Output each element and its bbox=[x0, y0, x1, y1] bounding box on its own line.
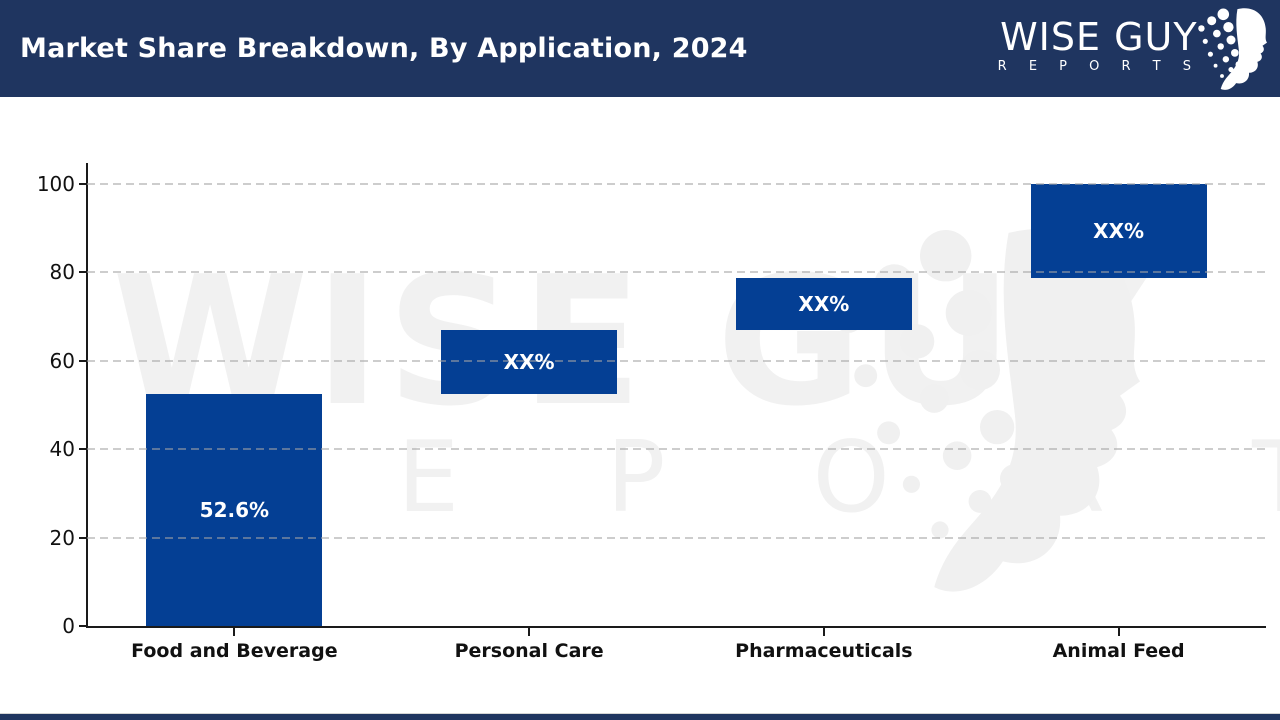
logo-wordmark: WISE GUY bbox=[1000, 15, 1198, 59]
y-axis-tick bbox=[79, 271, 87, 274]
gridline-60 bbox=[87, 359, 1266, 362]
bar-animal-feed bbox=[1030, 184, 1207, 278]
y-axis-tick-label: 80 bbox=[49, 260, 75, 285]
y-axis-line bbox=[85, 163, 88, 628]
y-axis-tick bbox=[79, 359, 87, 362]
gridline-80 bbox=[87, 271, 1266, 274]
bar-value-label-pharmaceuticals: XX% bbox=[798, 292, 850, 316]
y-axis-tick bbox=[79, 625, 87, 627]
x-axis-category-label-animal-feed: Animal Feed bbox=[1052, 640, 1185, 662]
y-axis-tick-label: 0 bbox=[62, 614, 75, 638]
x-axis-tick bbox=[1117, 628, 1120, 636]
header-bar: Market Share Breakdown, By Application, … bbox=[0, 0, 1280, 97]
chart-plot-area: 0 20 40 60 80 100 52.6% Food and Beverage XX% Per… bbox=[0, 97, 1280, 720]
x-axis-tick bbox=[528, 628, 531, 636]
bar-food-and-beverage bbox=[146, 393, 323, 626]
logo-subtitle: R E P O R T S bbox=[997, 59, 1200, 74]
wise-guy-reports-logo: WISE GUY R E P O R T S bbox=[998, 0, 1272, 97]
y-axis-tick-label: 60 bbox=[49, 348, 75, 373]
y-axis-tick bbox=[79, 536, 87, 539]
y-axis-tick-label: 100 bbox=[36, 172, 75, 196]
y-axis-tick-label: 40 bbox=[49, 437, 75, 462]
gridline-40 bbox=[87, 448, 1266, 451]
x-axis-line bbox=[85, 626, 1266, 628]
gridline-20 bbox=[87, 536, 1266, 539]
logo-head-profile-icon bbox=[1198, 8, 1267, 90]
logo-text: WISE GUY R E P O R T S bbox=[998, 17, 1200, 74]
footer-divider bbox=[0, 713, 1280, 714]
x-axis-category-label-pharmaceuticals: Pharmaceuticals bbox=[735, 640, 913, 662]
bar-personal-care bbox=[441, 330, 618, 394]
footer-accent-strip bbox=[0, 714, 1280, 720]
x-axis-category-label-food-and-beverage: Food and Beverage bbox=[131, 640, 338, 662]
y-axis-tick bbox=[79, 183, 87, 185]
x-axis-category-label-personal-care: Personal Care bbox=[454, 640, 604, 662]
gridline-100 bbox=[87, 183, 1266, 185]
bar-value-label-food-and-beverage: 52.6% bbox=[199, 497, 270, 522]
page-title: Market Share Breakdown, By Application, … bbox=[20, 33, 748, 64]
y-axis-tick-label: 20 bbox=[49, 525, 75, 550]
bar-pharmaceuticals bbox=[735, 277, 912, 331]
x-axis-tick bbox=[233, 628, 236, 636]
bar-value-label-personal-care: XX% bbox=[503, 349, 555, 374]
bar-value-label-animal-feed: XX% bbox=[1093, 218, 1145, 243]
x-axis-tick bbox=[822, 628, 825, 636]
y-axis-tick bbox=[79, 448, 87, 451]
